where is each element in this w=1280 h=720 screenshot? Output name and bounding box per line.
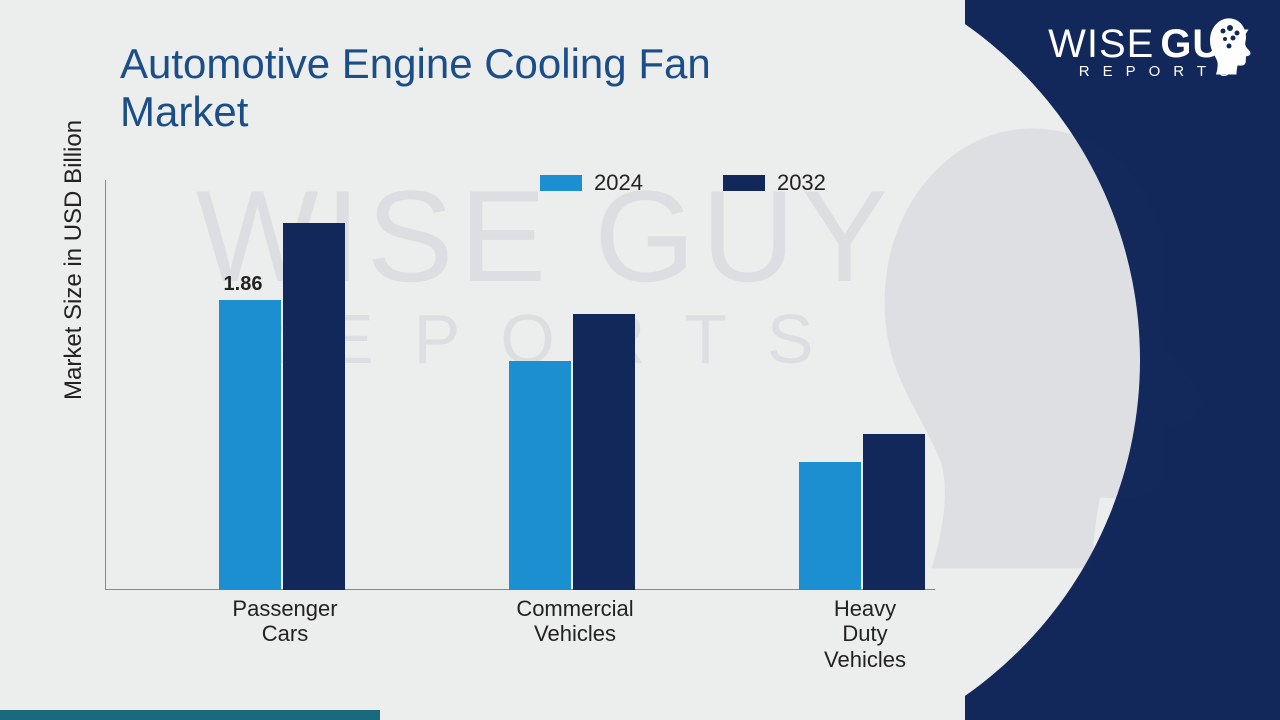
- category-label: CommercialVehicles: [485, 596, 665, 647]
- legend-item-2032: 2032: [723, 170, 826, 196]
- legend-label-2032: 2032: [777, 170, 826, 196]
- category-labels-row: PassengerCarsCommercialVehiclesHeavyDuty…: [105, 592, 935, 702]
- logo-head-icon: [1196, 16, 1256, 76]
- y-axis-line: [105, 180, 106, 590]
- category-label: PassengerCars: [195, 596, 375, 647]
- chart-canvas: WISE GUY REPORTS WISE GUY REPORTS Automo…: [0, 0, 1280, 720]
- legend-item-2024: 2024: [540, 170, 643, 196]
- chart-title: Automotive Engine Cooling Fan Market: [120, 40, 820, 137]
- logo-wise-text: WISE: [1048, 22, 1154, 67]
- bar-series-b: [573, 314, 635, 590]
- y-axis-label: Market Size in USD Billion: [60, 120, 88, 400]
- bar-series-a: [509, 361, 571, 590]
- legend-swatch-2024: [540, 175, 582, 191]
- brand-logo: WISE GUY REPORTS: [990, 22, 1250, 80]
- category-label: HeavyDutyVehicles: [775, 596, 955, 672]
- bar-series-b: [863, 434, 925, 590]
- legend-swatch-2032: [723, 175, 765, 191]
- chart-plot-area: 1.86: [105, 200, 935, 590]
- legend-label-2024: 2024: [594, 170, 643, 196]
- value-label: 1.86: [213, 273, 273, 296]
- bottom-accent-strip: [0, 710, 380, 720]
- bar-series-b: [283, 223, 345, 590]
- legend: 2024 2032: [540, 170, 826, 196]
- bar-series-a: [799, 462, 861, 590]
- bar-series-a: [219, 300, 281, 590]
